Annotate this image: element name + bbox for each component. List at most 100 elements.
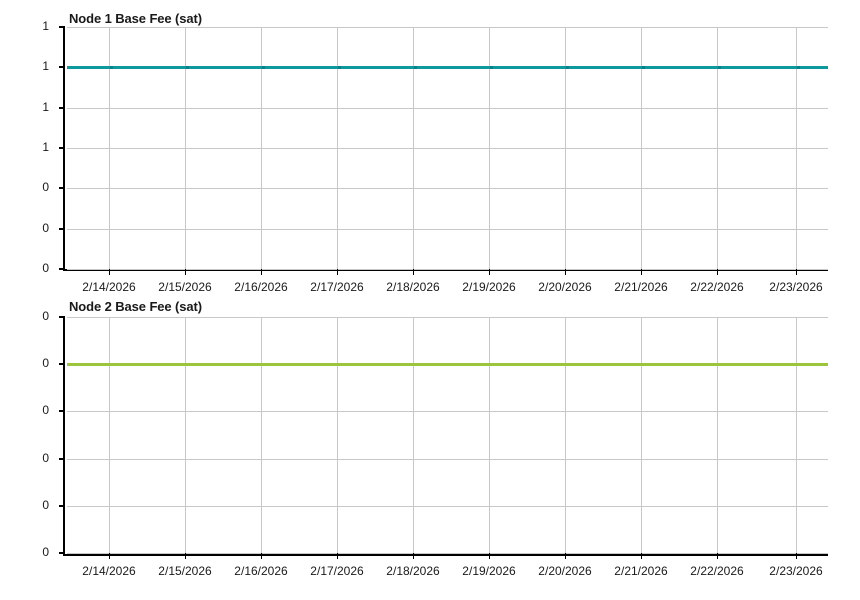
series-data-point bbox=[110, 66, 113, 70]
horizontal-gridline bbox=[67, 505, 828, 507]
y-axis-label-node-2: 0 bbox=[42, 356, 49, 371]
x-axis-tick bbox=[413, 553, 414, 559]
vertical-gridline bbox=[337, 317, 338, 553]
y-axis-label-node-2: 0 bbox=[42, 497, 49, 512]
y-axis-tick bbox=[59, 187, 65, 190]
series-data-point bbox=[490, 66, 493, 70]
vertical-gridline bbox=[489, 27, 490, 269]
x-axis-tick bbox=[109, 553, 110, 559]
x-axis-label-node-2: 2/20/2026 bbox=[538, 564, 592, 578]
horizontal-gridline bbox=[67, 228, 828, 230]
horizontal-gridline bbox=[67, 188, 828, 190]
x-axis-tick bbox=[641, 269, 642, 275]
series-data-point bbox=[797, 66, 800, 70]
y-axis-label-node-2: 0 bbox=[42, 545, 49, 559]
x-axis-label-node-2: 2/18/2026 bbox=[386, 564, 440, 578]
x-axis-tick bbox=[565, 553, 566, 559]
horizontal-gridline bbox=[67, 148, 828, 149]
x-axis-tick bbox=[489, 269, 490, 275]
horizontal-gridline bbox=[67, 27, 828, 28]
vertical-gridline bbox=[413, 27, 414, 269]
series-line-node-1 bbox=[67, 66, 828, 70]
series-data-point bbox=[718, 66, 721, 70]
x-axis-label-node-2: 2/17/2026 bbox=[310, 564, 364, 578]
y-axis-label-node-1: 1 bbox=[42, 140, 49, 154]
series-data-point bbox=[642, 66, 645, 70]
vertical-gridline bbox=[641, 27, 642, 269]
x-axis-label-node-1: 2/19/2026 bbox=[462, 280, 516, 294]
x-axis-tick bbox=[796, 269, 797, 275]
y-axis-label-node-2: 0 bbox=[42, 403, 49, 418]
x-axis-label-node-1: 2/18/2026 bbox=[386, 280, 440, 294]
x-axis-label-node-2: 2/23/2026 bbox=[769, 564, 823, 578]
chart-title-node-2: Node 2 Base Fee (sat) bbox=[69, 299, 203, 314]
x-axis-label-node-1: 2/16/2026 bbox=[234, 280, 288, 294]
y-axis-label-node-1: 0 bbox=[42, 180, 49, 195]
y-axis-tick bbox=[59, 227, 65, 230]
vertical-gridline bbox=[185, 317, 186, 553]
x-axis-label-node-2: 2/22/2026 bbox=[690, 564, 744, 578]
x-axis-tick bbox=[641, 553, 642, 559]
x-axis-label-node-1: 2/21/2026 bbox=[614, 280, 668, 294]
series-data-point bbox=[262, 66, 265, 70]
y-axis-label-node-1: 1 bbox=[42, 59, 49, 74]
x-axis-label-node-2: 2/16/2026 bbox=[234, 564, 288, 578]
x-axis-tick bbox=[717, 269, 718, 275]
x-axis-label-node-2: 2/19/2026 bbox=[462, 564, 516, 578]
series-data-point bbox=[186, 66, 189, 70]
vertical-gridline bbox=[717, 27, 718, 269]
x-axis-tick bbox=[796, 553, 797, 559]
x-axis-line-node-2 bbox=[63, 554, 828, 556]
y-axis-label-node-2: 0 bbox=[42, 309, 49, 323]
y-axis-label-node-1: 0 bbox=[42, 220, 49, 235]
x-axis-label-node-1: 2/22/2026 bbox=[690, 280, 744, 294]
x-axis-line-node-1 bbox=[63, 269, 828, 271]
x-axis-tick bbox=[489, 553, 490, 559]
y-axis-tick bbox=[59, 66, 65, 69]
y-axis-tick bbox=[59, 268, 65, 270]
vertical-gridline bbox=[337, 27, 338, 269]
x-axis-tick bbox=[337, 269, 338, 275]
vertical-gridline bbox=[109, 317, 110, 553]
chart-panel-node-2: Node 2 Base Fee (sat) 0 0 0 0 0 0 2/14/2026 2/1… bbox=[0, 288, 860, 578]
horizontal-gridline bbox=[67, 269, 828, 270]
x-axis-tick bbox=[261, 269, 262, 275]
series-data-point bbox=[338, 66, 341, 70]
chart-title-node-1: Node 1 Base Fee (sat) bbox=[69, 11, 203, 26]
x-axis-label-node-1: 2/20/2026 bbox=[538, 280, 592, 294]
horizontal-gridline bbox=[67, 553, 828, 554]
x-axis-label-node-1: 2/15/2026 bbox=[158, 280, 212, 294]
y-axis-label-node-2: 0 bbox=[42, 450, 49, 465]
vertical-gridline bbox=[565, 27, 566, 269]
x-axis-tick bbox=[413, 269, 414, 275]
horizontal-gridline bbox=[67, 458, 828, 460]
horizontal-gridline bbox=[67, 107, 828, 109]
y-axis-tick bbox=[59, 26, 65, 28]
x-axis-tick bbox=[261, 553, 262, 559]
y-axis-tick bbox=[59, 410, 65, 413]
y-axis-label-node-1: 1 bbox=[42, 19, 49, 33]
vertical-gridline bbox=[261, 27, 262, 269]
y-axis-tick bbox=[59, 106, 65, 109]
series-data-point bbox=[566, 66, 569, 70]
vertical-gridline bbox=[565, 317, 566, 553]
plot-area-node-2: 0 0 0 0 0 0 2/14/2026 2/15/2026 2/16/2026 2/17/20… bbox=[42, 309, 828, 578]
horizontal-gridline bbox=[67, 411, 828, 413]
vertical-gridline bbox=[109, 27, 110, 269]
x-axis-tick bbox=[717, 553, 718, 559]
x-axis-tick bbox=[185, 553, 186, 559]
vertical-gridline bbox=[717, 317, 718, 553]
y-axis-tick bbox=[59, 457, 65, 460]
y-axis-tick bbox=[59, 147, 65, 149]
y-axis-label-node-1: 0 bbox=[42, 261, 49, 275]
vertical-gridline bbox=[489, 317, 490, 553]
series-data-point bbox=[414, 66, 417, 70]
vertical-gridline bbox=[796, 27, 797, 269]
vertical-gridline bbox=[185, 27, 186, 269]
x-axis-label-node-2: 2/15/2026 bbox=[158, 564, 212, 578]
y-axis-label-node-1: 1 bbox=[42, 99, 49, 114]
vertical-gridline bbox=[641, 317, 642, 553]
vertical-gridline bbox=[413, 317, 414, 553]
y-axis-tick bbox=[59, 316, 65, 318]
